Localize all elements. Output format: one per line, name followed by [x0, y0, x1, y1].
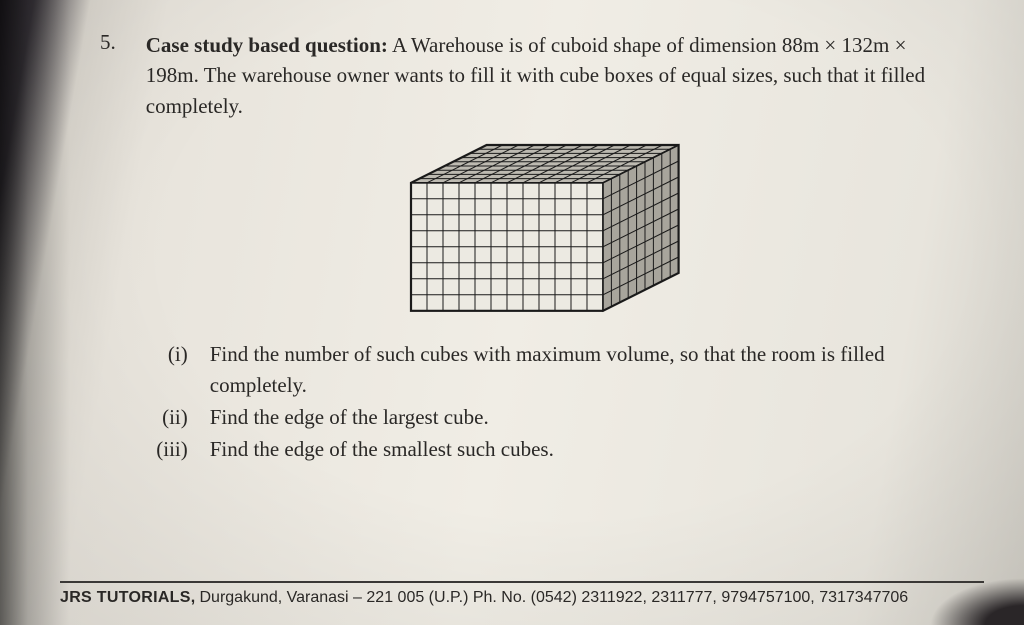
part-label: (iii)	[146, 434, 188, 464]
cube-figure	[146, 139, 944, 317]
question-number: 5.	[100, 30, 116, 55]
part-row: (ii) Find the edge of the largest cube.	[146, 402, 944, 432]
question-lead: Case study based question:	[146, 33, 388, 57]
part-text: Find the edge of the largest cube.	[210, 402, 944, 432]
footer-rest: Durgakund, Varanasi – 221 005 (U.P.) Ph.…	[199, 589, 908, 607]
part-label: (i)	[146, 339, 188, 400]
question-body: Case study based question: A Warehouse i…	[146, 30, 944, 467]
cuboid-grid-icon	[405, 139, 685, 317]
question-parts: (i) Find the number of such cubes with ma…	[146, 339, 944, 465]
page-footer: JRS TUTORIALS, Durgakund, Varanasi – 221…	[60, 581, 984, 607]
page-content: 5. Case study based question: A Warehous…	[60, 10, 984, 625]
part-row: (iii) Find the edge of the smallest such …	[146, 434, 944, 464]
part-row: (i) Find the number of such cubes with ma…	[146, 339, 944, 400]
part-text: Find the number of such cubes with maxim…	[210, 339, 944, 400]
question-row: 5. Case study based question: A Warehous…	[100, 30, 944, 467]
footer-brand: JRS TUTORIALS,	[60, 589, 195, 607]
part-label: (ii)	[146, 402, 188, 432]
part-text: Find the edge of the smallest such cubes…	[210, 434, 944, 464]
